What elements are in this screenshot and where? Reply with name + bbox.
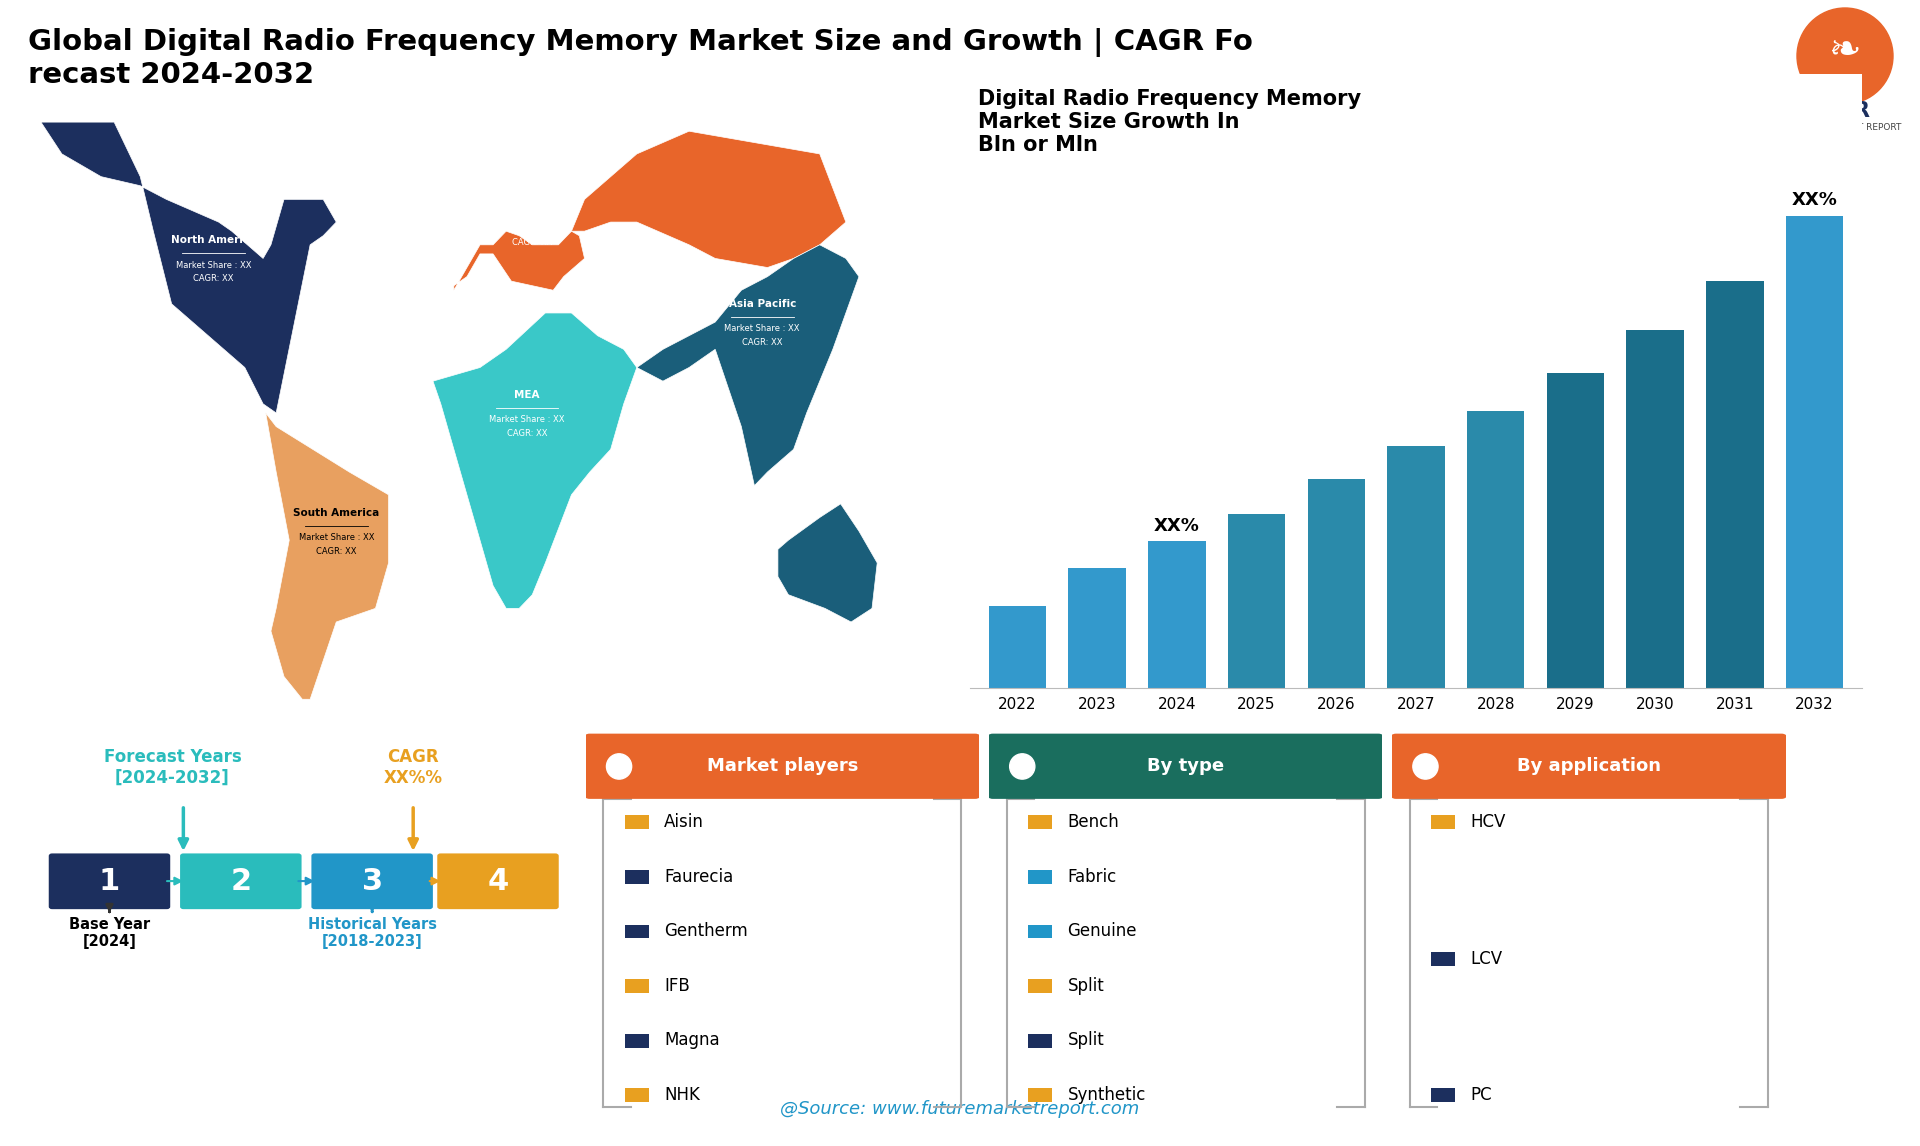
Text: FMR: FMR bbox=[1820, 101, 1870, 121]
Text: Gentherm: Gentherm bbox=[664, 923, 749, 941]
Bar bbox=[1430, 816, 1455, 830]
Text: XX%: XX% bbox=[1791, 191, 1837, 210]
FancyBboxPatch shape bbox=[48, 854, 171, 909]
Text: CAGR: XX: CAGR: XX bbox=[507, 429, 547, 438]
Bar bbox=[626, 979, 649, 992]
Polygon shape bbox=[572, 131, 847, 267]
FancyBboxPatch shape bbox=[987, 733, 1384, 799]
Bar bbox=[1029, 870, 1052, 884]
Bar bbox=[1430, 1089, 1455, 1102]
Text: Base Year
[2024]: Base Year [2024] bbox=[69, 917, 150, 949]
Text: Fabric: Fabric bbox=[1068, 868, 1117, 886]
Bar bbox=[1148, 541, 1206, 688]
Bar bbox=[1029, 816, 1052, 830]
Text: FUTURE MARKET REPORT: FUTURE MARKET REPORT bbox=[1788, 124, 1901, 133]
Text: Market Share : XX: Market Share : XX bbox=[298, 533, 374, 542]
Polygon shape bbox=[265, 413, 388, 699]
Bar bbox=[1029, 1089, 1052, 1102]
Text: LCV: LCV bbox=[1471, 950, 1503, 967]
Text: CAGR: XX: CAGR: XX bbox=[513, 238, 553, 248]
Text: CAGR: XX: CAGR: XX bbox=[194, 274, 234, 283]
Text: @Source: www.futuremarketreport.com: @Source: www.futuremarketreport.com bbox=[780, 1100, 1140, 1118]
FancyBboxPatch shape bbox=[584, 733, 981, 799]
Text: Synthetic: Synthetic bbox=[1068, 1086, 1146, 1104]
Text: Market Share : XX: Market Share : XX bbox=[495, 225, 570, 234]
Bar bbox=[626, 870, 649, 884]
FancyBboxPatch shape bbox=[180, 854, 301, 909]
Text: Bench: Bench bbox=[1068, 814, 1119, 831]
Polygon shape bbox=[432, 313, 637, 609]
Text: Magna: Magna bbox=[664, 1031, 720, 1050]
Text: Asia Pacific: Asia Pacific bbox=[728, 299, 797, 309]
Text: HCV: HCV bbox=[1471, 814, 1505, 831]
Bar bbox=[1467, 411, 1524, 688]
Text: 3: 3 bbox=[361, 866, 382, 895]
Text: By application: By application bbox=[1517, 758, 1661, 776]
Text: North America: North America bbox=[171, 235, 255, 245]
Circle shape bbox=[1797, 8, 1893, 104]
Text: CAGR
XX%%: CAGR XX%% bbox=[384, 748, 444, 787]
Text: MEA: MEA bbox=[515, 390, 540, 400]
Text: Aisin: Aisin bbox=[664, 814, 705, 831]
Bar bbox=[626, 816, 649, 830]
Bar bbox=[1308, 479, 1365, 688]
Text: 1: 1 bbox=[98, 866, 121, 895]
Bar bbox=[1430, 952, 1455, 966]
Text: Forecast Years
[2024-2032]: Forecast Years [2024-2032] bbox=[104, 748, 242, 787]
Bar bbox=[989, 606, 1046, 688]
Text: Market players: Market players bbox=[707, 758, 858, 776]
Text: Market Share : XX: Market Share : XX bbox=[724, 324, 801, 333]
Circle shape bbox=[1010, 754, 1035, 779]
Polygon shape bbox=[453, 231, 584, 290]
Bar bbox=[626, 925, 649, 939]
Bar bbox=[1548, 374, 1603, 688]
Text: ❧: ❧ bbox=[1828, 32, 1860, 70]
Text: 4: 4 bbox=[488, 866, 509, 895]
Text: Historical Years
[2018-2023]: Historical Years [2018-2023] bbox=[307, 917, 436, 949]
Bar bbox=[1068, 568, 1125, 688]
Bar bbox=[1029, 1034, 1052, 1047]
Bar bbox=[1029, 925, 1052, 939]
FancyBboxPatch shape bbox=[438, 854, 559, 909]
Bar bbox=[1707, 281, 1764, 688]
Bar bbox=[1786, 215, 1843, 688]
Text: Split: Split bbox=[1068, 1031, 1104, 1050]
Polygon shape bbox=[40, 123, 336, 413]
Text: Split: Split bbox=[1068, 976, 1104, 995]
Bar bbox=[626, 1089, 649, 1102]
Text: Faurecia: Faurecia bbox=[664, 868, 733, 886]
Text: South America: South America bbox=[294, 508, 380, 518]
Text: Global Digital Radio Frequency Memory Market Size and Growth | CAGR Fo: Global Digital Radio Frequency Memory Ma… bbox=[29, 28, 1254, 57]
Text: Market Share : XX: Market Share : XX bbox=[177, 261, 252, 269]
Text: By type: By type bbox=[1146, 758, 1225, 776]
Bar bbox=[1388, 447, 1444, 688]
Text: IFB: IFB bbox=[664, 976, 689, 995]
Text: Genuine: Genuine bbox=[1068, 923, 1137, 941]
Text: Europe: Europe bbox=[511, 199, 553, 209]
Text: Market Share : XX: Market Share : XX bbox=[490, 415, 564, 424]
Polygon shape bbox=[637, 245, 858, 486]
Text: XX%: XX% bbox=[1154, 517, 1200, 535]
Bar bbox=[1626, 330, 1684, 688]
Text: CAGR: XX: CAGR: XX bbox=[317, 547, 357, 556]
Text: Digital Radio Frequency Memory
Market Size Growth In
Bln or Mln: Digital Radio Frequency Memory Market Si… bbox=[977, 88, 1361, 155]
Bar bbox=[626, 1034, 649, 1047]
Polygon shape bbox=[778, 504, 877, 622]
Text: NHK: NHK bbox=[664, 1086, 701, 1104]
Text: recast 2024-2032: recast 2024-2032 bbox=[29, 61, 315, 89]
Text: 2: 2 bbox=[230, 866, 252, 895]
Circle shape bbox=[1413, 754, 1438, 779]
Bar bbox=[1229, 515, 1284, 688]
Bar bbox=[1029, 979, 1052, 992]
FancyBboxPatch shape bbox=[311, 854, 432, 909]
Text: CAGR: XX: CAGR: XX bbox=[741, 338, 783, 347]
Text: PC: PC bbox=[1471, 1086, 1492, 1104]
FancyBboxPatch shape bbox=[1390, 733, 1788, 799]
Circle shape bbox=[607, 754, 632, 779]
